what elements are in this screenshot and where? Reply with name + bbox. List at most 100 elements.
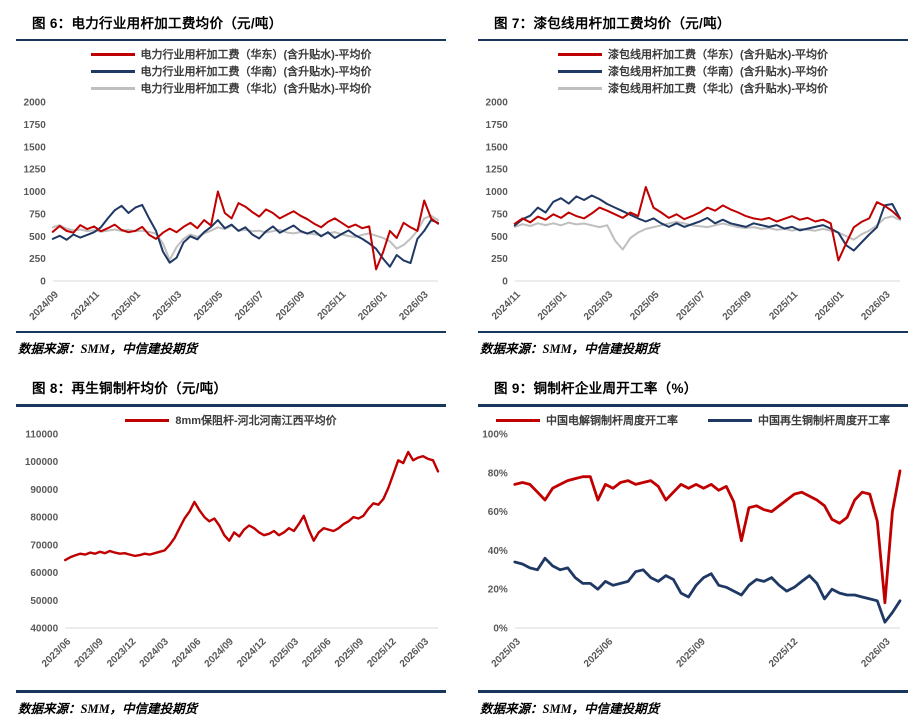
y-tick-label: 20%	[488, 585, 508, 596]
legend-label: 漆包线用杆加工费（华南）(含升贴水)-平均价	[608, 66, 828, 78]
y-tick-label: 2000	[24, 98, 47, 109]
y-tick-label: 50000	[30, 596, 58, 607]
legend-swatch-line	[558, 52, 602, 56]
y-tick-label: 250	[491, 254, 508, 265]
x-tick-label: 2026/03	[397, 289, 431, 323]
y-tick-label: 80000	[30, 513, 58, 524]
y-tick-label: 1500	[24, 142, 47, 153]
y-tick-label: 750	[29, 209, 46, 220]
x-tick-label: 2023/12	[105, 636, 139, 670]
x-tick-label: 2025/05	[192, 289, 226, 323]
y-tick-label: 80%	[488, 468, 508, 479]
legend-item: 中国电解铜制杆周度开工率	[496, 412, 678, 428]
x-tick-label: 2025/01	[536, 289, 570, 323]
fig8-source-note: 数据来源：SMM，中信建投期货	[18, 702, 198, 716]
panel-fig7: 图 7：漆包线用杆加工费均价（元/吨） 漆包线用杆加工费（华东）(含升贴水)-平…	[462, 0, 924, 365]
fig7-title-rule	[478, 39, 908, 41]
x-tick-label: 2023/06	[40, 636, 74, 670]
series-line-0	[513, 186, 901, 262]
y-tick-label: 500	[491, 232, 508, 243]
x-tick-label: 2024/09	[28, 289, 62, 323]
fig6-bottom-rule	[16, 331, 446, 333]
x-tick-label: 2025/09	[674, 636, 708, 670]
x-tick-label: 2025/03	[582, 289, 616, 323]
y-tick-label: 60000	[30, 568, 58, 579]
legend-swatch-line	[125, 418, 170, 422]
y-tick-label: 110000	[25, 430, 58, 441]
legend-item: 电力行业用杆加工费（华南）(含升贴水)-平均价	[90, 63, 372, 79]
legend-item: 8mm保阻杆-河北河南江西平均价	[125, 412, 337, 428]
legend-label: 电力行业用杆加工费（华东）(含升贴水)-平均价	[140, 49, 372, 61]
y-tick-label: 0%	[493, 624, 508, 635]
legend-swatch-line	[558, 69, 602, 73]
y-tick-label: 60%	[488, 507, 508, 518]
y-tick-label: 1000	[486, 187, 509, 198]
series-line-0	[51, 190, 439, 271]
legend-label: 电力行业用杆加工费（华南）(含升贴水)-平均价	[140, 66, 372, 78]
fig6-source-note: 数据来源：SMM，中信建投期货	[18, 342, 198, 356]
x-tick-label: 2024/03	[138, 636, 172, 670]
x-tick-label: 2024/12	[235, 636, 269, 670]
x-tick-label: 2025/03	[268, 636, 302, 670]
legend-label: 漆包线用杆加工费（华北）(含升贴水)-平均价	[608, 83, 828, 95]
fig9-chart: 中国电解铜制杆周度开工率 中国再生铜制杆周度开工率 0% 20% 40% 60% 80% 10…	[478, 410, 908, 678]
x-tick-label: 2025/06	[300, 636, 334, 670]
fig9-title-rule	[478, 404, 908, 407]
fig7-bottom-rule	[478, 331, 908, 333]
fig9-source-note: 数据来源：SMM，中信建投期货	[480, 702, 660, 716]
y-tick-label: 100%	[482, 430, 508, 441]
legend-label: 中国电解铜制杆周度开工率	[546, 415, 678, 427]
chart-svg: 40000 50000 60000 70000 80000 90000 100000 1100…	[25, 430, 440, 670]
x-tick-label: 2024/11	[490, 289, 523, 322]
chart-legend: 中国电解铜制杆周度开工率 中国再生铜制杆周度开工率	[496, 412, 890, 428]
chart-legend: 电力行业用杆加工费（华东）(含升贴水)-平均价 电力行业用杆加工费（华南）(含升贴…	[90, 46, 372, 96]
x-tick-label: 2025/03	[490, 636, 524, 670]
legend-item: 漆包线用杆加工费（华东）(含升贴水)-平均价	[558, 46, 828, 62]
legend-item: 电力行业用杆加工费（华北）(含升贴水)-平均价	[90, 80, 372, 96]
fig8-bottom-rule	[16, 690, 446, 693]
x-tick-label: 2025/03	[151, 289, 185, 323]
fig6-title-rule	[16, 39, 446, 41]
chart-svg: 0 250 500 750 1000 1250 1500 1750 2000 2024/11 202…	[486, 98, 901, 323]
chart-svg: 0% 20% 40% 60% 80% 100% 2025/03 2025/06 2025/09 2…	[482, 430, 902, 670]
x-tick-label: 2025/12	[767, 636, 801, 670]
x-tick-label: 2026/03	[859, 636, 893, 670]
legend-swatch-line	[90, 52, 135, 56]
series-line-2	[51, 214, 439, 261]
legend-label: 电力行业用杆加工费（华北）(含升贴水)-平均价	[140, 83, 372, 95]
y-tick-label: 1750	[24, 120, 47, 131]
x-tick-label: 2025/07	[233, 289, 267, 323]
x-tick-label: 2026/03	[398, 636, 432, 670]
x-tick-label: 2023/09	[73, 636, 107, 670]
fig7-source-note: 数据来源：SMM，中信建投期货	[480, 342, 660, 356]
x-tick-label: 2025/06	[582, 636, 616, 670]
fig9-title: 图 9：铜制杆企业周开工率（%）	[494, 381, 698, 396]
series-line-0	[513, 469, 902, 605]
legend-item: 漆包线用杆加工费（华北）(含升贴水)-平均价	[558, 80, 828, 96]
x-tick-label: 2026/01	[356, 289, 390, 323]
chart-legend: 漆包线用杆加工费（华东）(含升贴水)-平均价漆包线用杆加工费（华南）(含升贴水)…	[558, 46, 828, 96]
x-tick-label: 2025/05	[628, 289, 662, 323]
legend-swatch-line	[496, 418, 540, 422]
legend-label: 中国再生铜制杆周度开工率	[758, 415, 890, 427]
x-tick-label: 2025/07	[674, 289, 708, 323]
x-tick-label: 2025/01	[110, 289, 144, 323]
x-tick-label: 2025/11	[767, 289, 800, 322]
x-tick-label: 2024/09	[203, 636, 237, 670]
y-tick-label: 100000	[25, 457, 59, 468]
y-tick-label: 500	[29, 232, 46, 243]
x-tick-label: 2025/09	[274, 289, 308, 323]
legend-swatch-line	[90, 69, 135, 73]
x-tick-label: 2024/11	[69, 289, 102, 322]
x-tick-label: 2025/09	[333, 636, 367, 670]
y-tick-label: 250	[29, 254, 46, 265]
chart-legend: 8mm保阻杆-河北河南江西平均价	[125, 412, 337, 428]
series-line-1	[513, 556, 902, 624]
fig9-bottom-rule	[478, 690, 908, 693]
y-tick-label: 1250	[486, 165, 509, 176]
fig7-chart: 漆包线用杆加工费（华东）(含升贴水)-平均价漆包线用杆加工费（华南）(含升贴水)…	[478, 44, 908, 331]
x-tick-label: 2026/03	[859, 289, 893, 323]
panel-fig8: 图 8：再生铜制杆均价（元/吨） 8mm保阻杆-河北河南江西平均价 40000 50…	[0, 365, 462, 725]
